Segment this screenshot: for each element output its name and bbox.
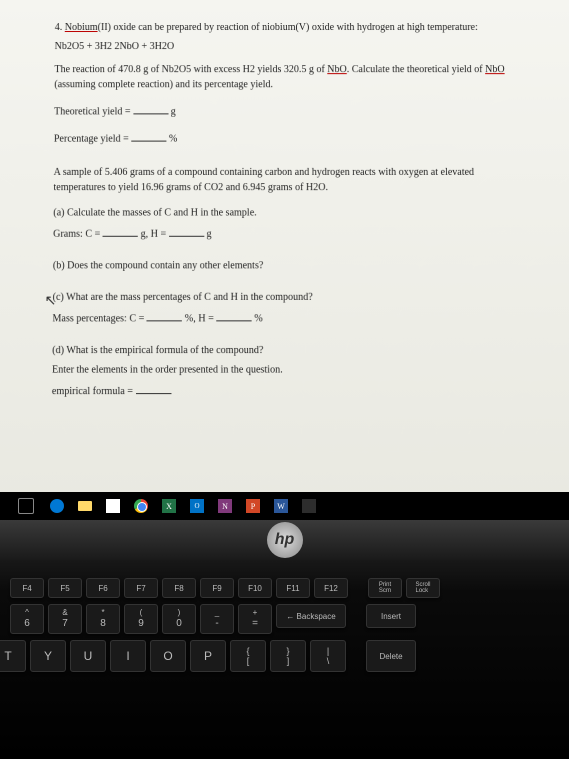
key-9[interactable]: (9 (124, 604, 158, 634)
key-scroll-lock[interactable]: Scroll Lock (406, 578, 440, 598)
key-delete[interactable]: Delete (366, 640, 416, 672)
number-key-row: ^6 &7 *8 (9 )0 _- += ← Backspace Insert (10, 604, 559, 634)
key-f12[interactable]: F12 (314, 578, 348, 598)
letter-key-row: T Y U I O P {[ }] |\ Delete (0, 640, 559, 672)
key-backslash[interactable]: |\ (310, 640, 346, 672)
onenote-icon[interactable]: N (216, 497, 234, 515)
key-equals[interactable]: += (238, 604, 272, 634)
chemical-equation: Nb2O5 + 3H2 2NbO + 3H2O (55, 39, 515, 54)
chemistry-worksheet: 4. Nobium(II) oxide can be prepared by r… (52, 20, 517, 399)
question-4-body: The reaction of 470.8 g of Nb2O5 with ex… (54, 62, 514, 92)
key-bracket-close[interactable]: }] (270, 640, 306, 672)
laptop-keyboard-area: hp F4 F5 F6 F7 F8 F9 F10 F11 F12 Print S… (0, 520, 569, 759)
key-print-screen[interactable]: Print Scrn (368, 578, 402, 598)
theoretical-yield-input[interactable] (133, 104, 168, 114)
key-0[interactable]: )0 (162, 604, 196, 634)
grams-c-input[interactable] (103, 227, 138, 237)
outlook-icon[interactable]: O (188, 497, 206, 515)
key-minus[interactable]: _- (200, 604, 234, 634)
empirical-line: empirical formula = (52, 384, 517, 399)
part-d-instruction: Enter the elements in the order presente… (52, 362, 517, 377)
cursor-icon: ↖ (44, 293, 56, 310)
key-f5[interactable]: F5 (48, 578, 82, 598)
theoretical-yield-field: Theoretical yield = g (54, 104, 515, 119)
part-a: (a) Calculate the masses of C and H in t… (53, 205, 516, 220)
grams-line: Grams: C = g, H = g (53, 227, 516, 242)
key-backspace[interactable]: ← Backspace (276, 604, 346, 628)
keyboard: F4 F5 F6 F7 F8 F9 F10 F11 F12 Print Scrn… (0, 560, 569, 672)
adobe-icon[interactable] (300, 497, 318, 515)
key-t[interactable]: T (0, 640, 26, 672)
key-o[interactable]: O (150, 640, 186, 672)
laptop-hinge: hp (0, 520, 569, 560)
key-f11[interactable]: F11 (276, 578, 310, 598)
notification-icon[interactable] (18, 498, 34, 514)
question-4-header: 4. Nobium(II) oxide can be prepared by r… (55, 20, 515, 35)
question-5-intro: A sample of 5.406 grams of a compound co… (53, 165, 515, 195)
excel-icon[interactable]: X (160, 497, 178, 515)
word-icon[interactable]: W (272, 497, 290, 515)
powerpoint-icon[interactable]: P (244, 497, 262, 515)
mass-h-input[interactable] (216, 311, 251, 321)
store-icon[interactable] (104, 497, 122, 515)
question-number: 4. (55, 22, 63, 33)
file-explorer-icon[interactable] (76, 497, 94, 515)
part-c: (c) What are the mass percentages of C a… (53, 290, 517, 305)
key-i[interactable]: I (110, 640, 146, 672)
percentage-yield-field: Percentage yield = % (54, 132, 515, 147)
mass-pct-line: Mass percentages: C = %, H = % (52, 311, 516, 326)
nobium-text: Nobium (65, 22, 98, 33)
key-7[interactable]: &7 (48, 604, 82, 634)
part-b: (b) Does the compound contain any other … (53, 258, 516, 273)
part-d: (d) What is the empirical formula of the… (52, 343, 517, 358)
key-u[interactable]: U (70, 640, 106, 672)
grams-h-input[interactable] (169, 227, 204, 237)
key-f7[interactable]: F7 (124, 578, 158, 598)
key-6[interactable]: ^6 (10, 604, 44, 634)
key-insert[interactable]: Insert (366, 604, 416, 628)
key-f4[interactable]: F4 (10, 578, 44, 598)
key-8[interactable]: *8 (86, 604, 120, 634)
question-4-title: (II) oxide can be prepared by reaction o… (98, 22, 478, 33)
key-f9[interactable]: F9 (200, 578, 234, 598)
function-key-row: F4 F5 F6 F7 F8 F9 F10 F11 F12 Print Scrn… (10, 578, 559, 598)
key-f8[interactable]: F8 (162, 578, 196, 598)
key-f10[interactable]: F10 (238, 578, 272, 598)
key-p[interactable]: P (190, 640, 226, 672)
windows-taskbar: X O N P W (0, 492, 569, 520)
key-f6[interactable]: F6 (86, 578, 120, 598)
key-y[interactable]: Y (30, 640, 66, 672)
key-bracket-open[interactable]: {[ (230, 640, 266, 672)
empirical-input[interactable] (136, 384, 172, 394)
edge-icon[interactable] (48, 497, 66, 515)
chrome-icon[interactable] (132, 497, 150, 515)
mass-c-input[interactable] (147, 311, 182, 321)
percentage-yield-input[interactable] (131, 132, 166, 142)
hp-logo: hp (267, 522, 303, 558)
document-viewport: 4. Nobium(II) oxide can be prepared by r… (0, 0, 569, 534)
